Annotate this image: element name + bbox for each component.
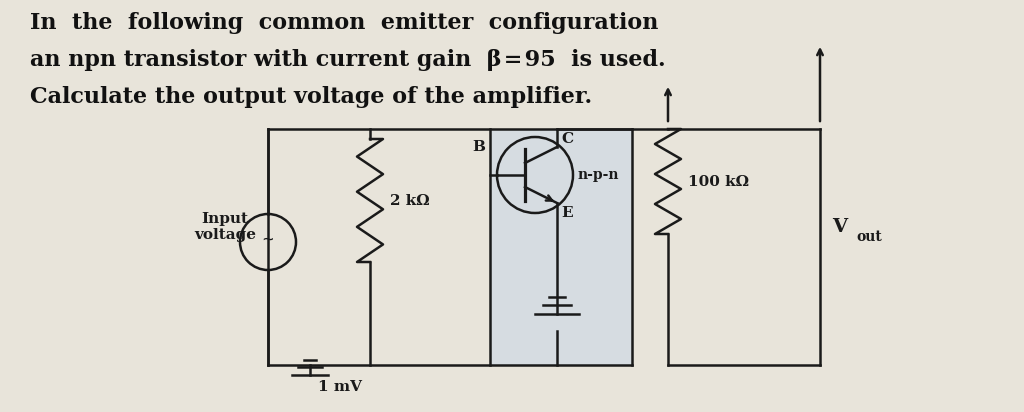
Text: an npn transistor with current gain  β = 95  is used.: an npn transistor with current gain β = … [30,49,666,71]
Text: B: B [472,140,485,154]
Text: n-p-n: n-p-n [578,168,620,182]
Text: C: C [561,132,573,146]
Text: ~: ~ [262,231,273,249]
Text: out: out [856,230,882,244]
Text: In  the  following  common  emitter  configuration: In the following common emitter configur… [30,12,658,34]
Text: E: E [561,206,572,220]
Bar [490,129,632,365]
Text: Calculate the output voltage of the amplifier.: Calculate the output voltage of the ampl… [30,86,592,108]
Text: 1 mV: 1 mV [318,380,362,394]
Text: 2 kΩ: 2 kΩ [390,194,430,208]
Text: V: V [831,218,847,236]
Text: Input
voltage: Input voltage [194,212,256,242]
Text: 100 kΩ: 100 kΩ [688,175,749,189]
